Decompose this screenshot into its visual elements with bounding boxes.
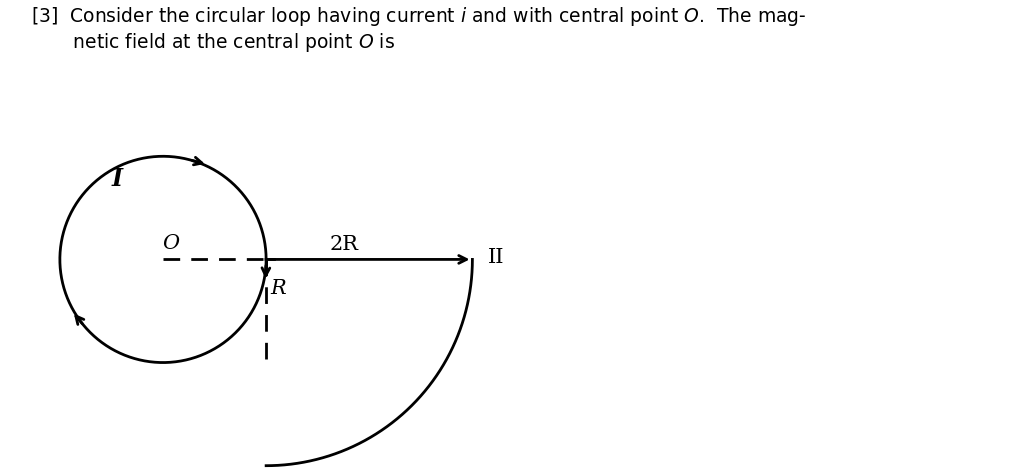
Text: 2R: 2R — [330, 236, 359, 255]
Text: O: O — [163, 235, 180, 253]
Text: I: I — [111, 167, 122, 191]
Text: II: II — [487, 248, 505, 267]
Text: [3]  Consider the circular loop having current $i$ and with central point $O$.  : [3] Consider the circular loop having cu… — [31, 5, 806, 54]
Text: R: R — [270, 279, 287, 298]
